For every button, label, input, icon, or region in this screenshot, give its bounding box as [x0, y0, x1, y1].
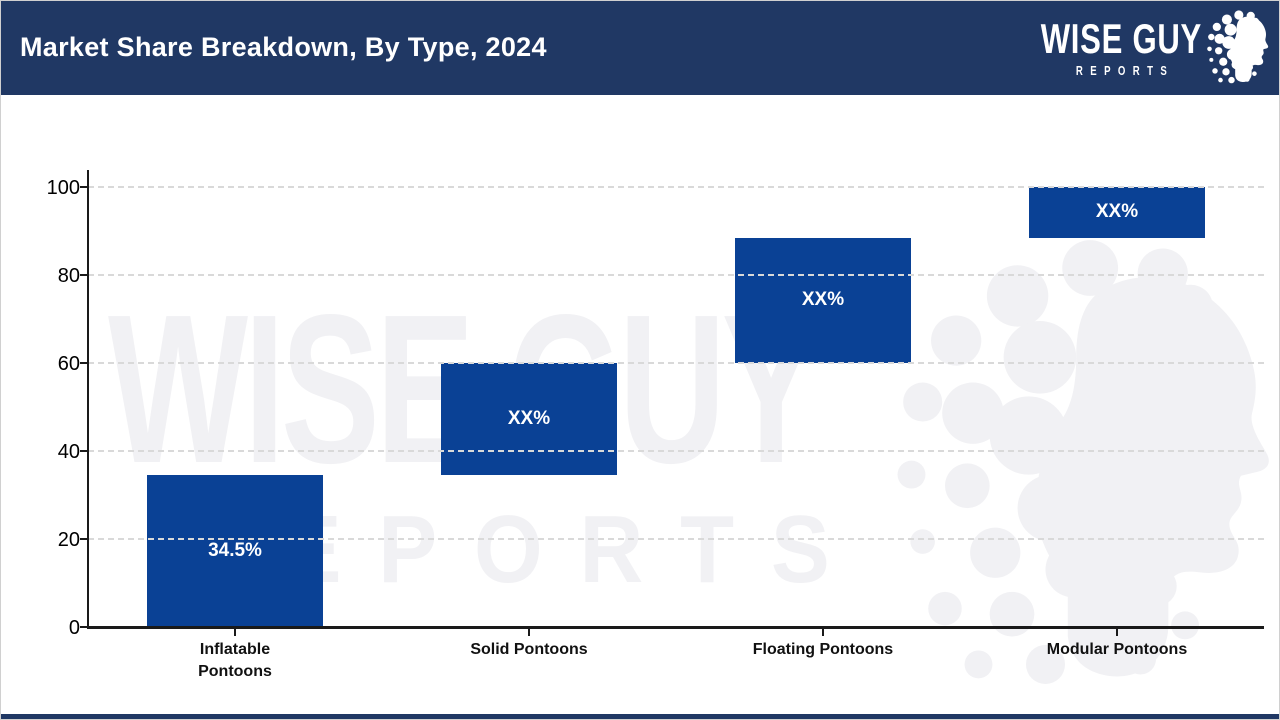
- y-tick-label: 20: [57, 529, 80, 551]
- y-tick-mark: [80, 538, 88, 540]
- x-tick-mark: [234, 629, 236, 636]
- x-tick-mark: [1116, 629, 1118, 636]
- y-tick-mark: [80, 186, 88, 188]
- logo-wordmark: WISE GUY: [1040, 14, 1202, 62]
- footer-bar: [0, 714, 1280, 720]
- x-tick-mark: [528, 629, 530, 636]
- y-tick-label: 40: [57, 441, 80, 463]
- category-label-floating-pontoons: Floating Pontoons: [752, 641, 894, 658]
- gridline: [88, 186, 1264, 188]
- y-tick-mark: [80, 626, 88, 628]
- wise-guy-head-logo-icon: [1207, 9, 1269, 83]
- gridline: [88, 450, 1264, 452]
- page-title: Market Share Breakdown, By Type, 2024: [20, 32, 547, 62]
- y-tick-mark: [80, 274, 88, 276]
- y-tick-label: 60: [57, 353, 80, 375]
- bar-modular-pontoons: [1029, 187, 1205, 238]
- gridline: [88, 538, 1264, 540]
- gridline: [88, 274, 1264, 276]
- y-axis-line: [87, 170, 89, 629]
- x-tick-mark: [822, 629, 824, 636]
- header-bar: Market Share Breakdown, By Type, 2024 WI…: [0, 0, 1280, 95]
- bar-solid-pontoons: [441, 363, 617, 476]
- x-axis-line: [87, 626, 1264, 629]
- category-label-solid-pontoons: Solid Pontoons: [470, 641, 588, 658]
- y-tick-mark: [80, 450, 88, 452]
- bar-floating-pontoons: [735, 237, 911, 363]
- logo-text: WISE GUY REPORTS: [1040, 14, 1202, 78]
- y-tick-label: 80: [57, 265, 80, 287]
- y-tick-label: 100: [46, 177, 80, 199]
- y-tick-label: 0: [68, 617, 80, 639]
- bar-inflatable-pontoons: [147, 475, 323, 627]
- logo-subtitle: REPORTS: [1075, 62, 1175, 78]
- category-label-modular-pontoons: Modular Pontoons: [1046, 641, 1188, 658]
- category-label-inflatable-pontoons: Inflatable Pontoons: [198, 641, 272, 680]
- y-tick-mark: [80, 362, 88, 364]
- wise-guy-reports-logo: WISE GUY REPORTS: [984, 8, 1270, 88]
- gridline: [88, 362, 1264, 364]
